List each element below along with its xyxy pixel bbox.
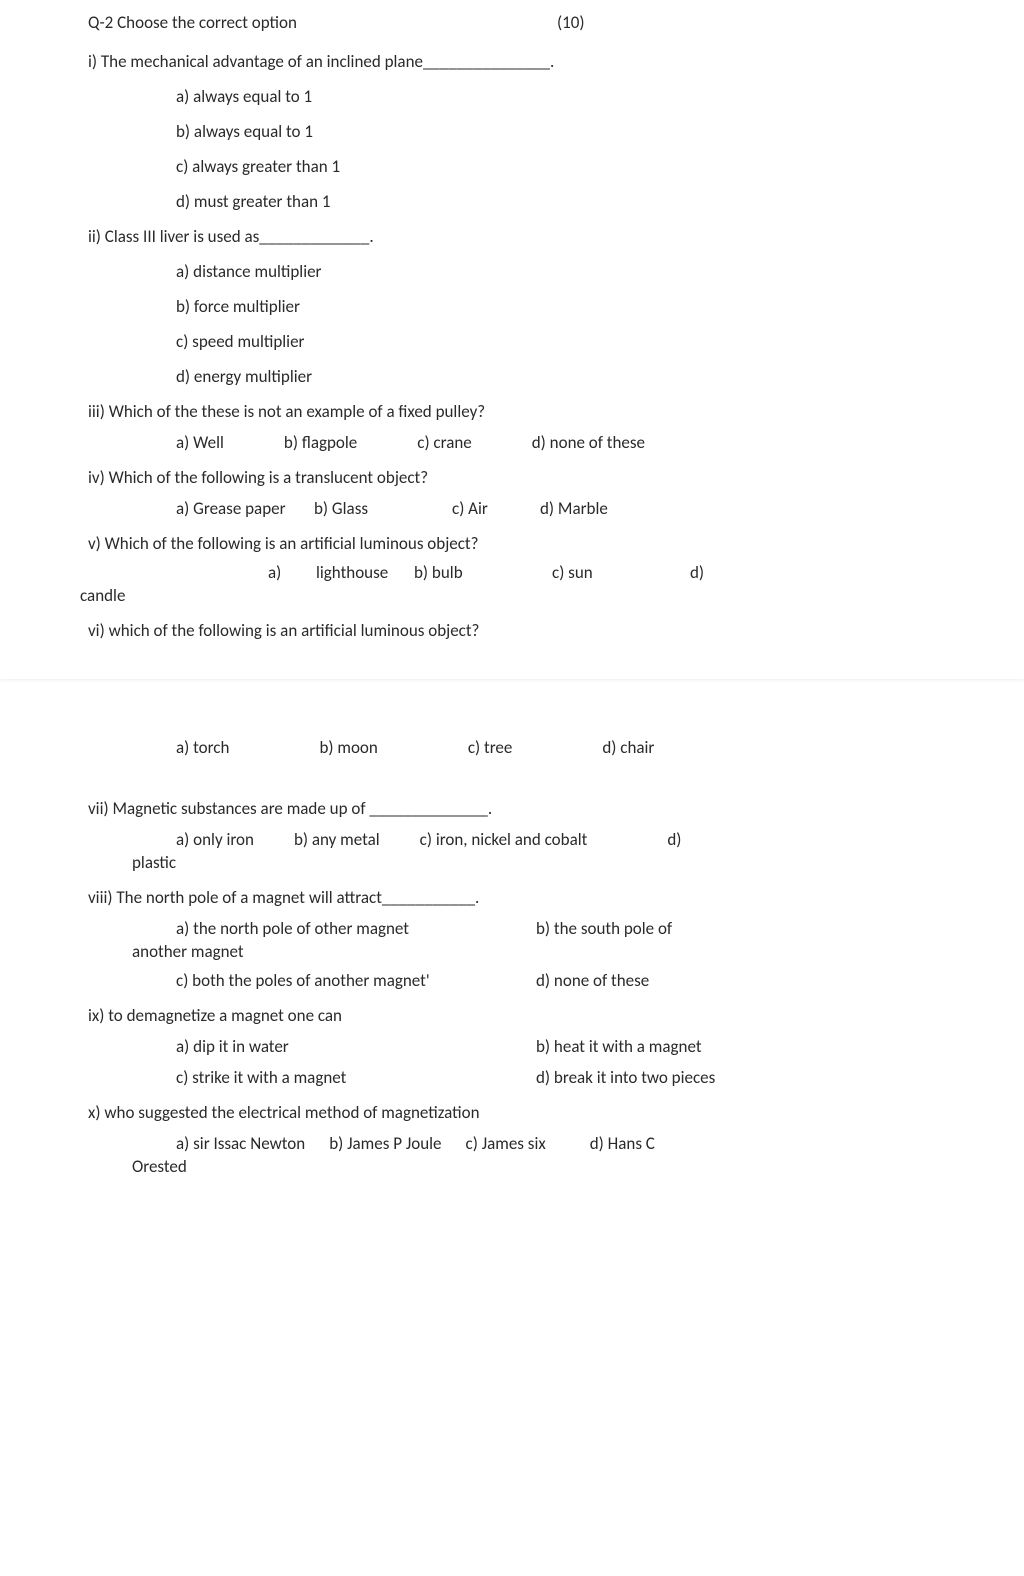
q3-opt-c: c) crane (417, 432, 472, 453)
q5-opt-d: d) (690, 562, 704, 583)
q7-text: vii) Magnetic substances are made up of … (88, 798, 974, 819)
q3-opt-a: a) Well (176, 432, 224, 453)
section-bottom: a) torch b) moon c) tree d) chair vii) M… (0, 707, 1024, 1211)
q8-opt-b-wrap: another magnet (132, 941, 492, 962)
q5-opt-b: b) bulb (414, 562, 544, 583)
q2-opt-a: a) distance multiplier (176, 261, 974, 282)
q8-text: viii) The north pole of a magnet will at… (88, 887, 974, 908)
q2-text: ii) Class III liver is used as__________… (88, 226, 974, 247)
q9-opt-b: b) heat it with a magnet (536, 1036, 702, 1057)
q1-opt-c: c) always greater than 1 (176, 156, 974, 177)
q2-options: a) distance multiplier b) force multipli… (176, 261, 974, 387)
q1-opt-a: a) always equal to 1 (176, 86, 974, 107)
q4-opt-d: d) Marble (540, 498, 608, 519)
q9-text: ix) to demagnetize a magnet one can (88, 1005, 974, 1026)
q10-options: a) sir Issac Newton b) James P Joule c) … (176, 1133, 974, 1154)
q2-opt-b: b) force multiplier (176, 296, 974, 317)
q9-opt-d: d) break it into two pieces (536, 1067, 715, 1088)
q8-opt-b: b) the south pole of (536, 918, 672, 939)
q5-opt-a: lighthouse (316, 562, 406, 583)
q10-opt-b: b) James P Joule (329, 1133, 441, 1154)
q1-opt-d: d) must greater than 1 (176, 191, 974, 212)
q7-options: a) only iron b) any metal c) iron, nicke… (176, 829, 974, 850)
q6-opt-c: c) tree (468, 737, 513, 758)
question-title: Q-2 Choose the correct option (88, 12, 297, 33)
q1-text: i) The mechanical advantage of an inclin… (88, 51, 974, 72)
question-header: Q-2 Choose the correct option (10) (88, 12, 974, 33)
question-marks: (10) (557, 12, 585, 33)
q2-opt-c: c) speed multiplier (176, 331, 974, 352)
q10-opt-d-wrap: Orested (132, 1156, 974, 1177)
q7-opt-d-wrap: plastic (132, 852, 974, 873)
q8-opt-a: a) the north pole of other magnet (176, 918, 536, 939)
q4-options: a) Grease paper b) Glass c) Air d) Marbl… (176, 498, 974, 519)
q1-opt-b: b) always equal to 1 (176, 121, 974, 142)
q7-opt-b: b) any metal (294, 829, 380, 850)
q4-opt-c: c) Air (452, 498, 532, 519)
q6-opt-b: b) moon (319, 737, 377, 758)
q8-opt-d: d) none of these (536, 970, 649, 991)
q5-options: a) lighthouse b) bulb c) sun d) (268, 562, 974, 583)
q7-opt-d: d) (667, 829, 681, 850)
q6-text: vi) which of the following is an artific… (88, 620, 974, 641)
q5-opt-d-wrap: candle (80, 585, 974, 606)
q6-opt-a: a) torch (176, 737, 229, 758)
section-top: Q-2 Choose the correct option (10) i) Th… (0, 0, 1024, 679)
q3-options: a) Well b) flagpole c) crane d) none of … (176, 432, 974, 453)
q5-text: v) Which of the following is an artifici… (88, 533, 974, 554)
q1-options: a) always equal to 1 b) always equal to … (176, 86, 974, 212)
q7-opt-a: a) only iron (176, 829, 254, 850)
q10-opt-d: d) Hans C (590, 1133, 655, 1154)
document-page: Q-2 Choose the correct option (10) i) Th… (0, 0, 1024, 1576)
q10-opt-c: c) James six (466, 1133, 546, 1154)
q8-options: a) the north pole of other magnet b) the… (132, 918, 974, 991)
q4-opt-a: a) Grease paper (176, 498, 306, 519)
q5-opt-a-label: a) (268, 562, 308, 583)
q4-text: iv) Which of the following is a transluc… (88, 467, 974, 488)
q9-opt-c: c) strike it with a magnet (176, 1067, 536, 1088)
q9-options: a) dip it in water b) heat it with a mag… (132, 1036, 974, 1088)
q4-opt-b: b) Glass (314, 498, 444, 519)
q3-opt-b: b) flagpole (284, 432, 357, 453)
q10-text: x) who suggested the electrical method o… (88, 1102, 974, 1123)
q7-opt-c: c) iron, nickel and cobalt (420, 829, 588, 850)
q6-opt-d: d) chair (602, 737, 654, 758)
q9-opt-a: a) dip it in water (176, 1036, 536, 1057)
q2-opt-d: d) energy multiplier (176, 366, 974, 387)
q6-options: a) torch b) moon c) tree d) chair (176, 737, 974, 758)
q3-opt-d: d) none of these (532, 432, 645, 453)
q10-opt-a: a) sir Issac Newton (176, 1133, 305, 1154)
q5-opt-c: c) sun (552, 562, 682, 583)
q3-text: iii) Which of the these is not an exampl… (88, 401, 974, 422)
q8-opt-c: c) both the poles of another magnet' (176, 970, 536, 991)
